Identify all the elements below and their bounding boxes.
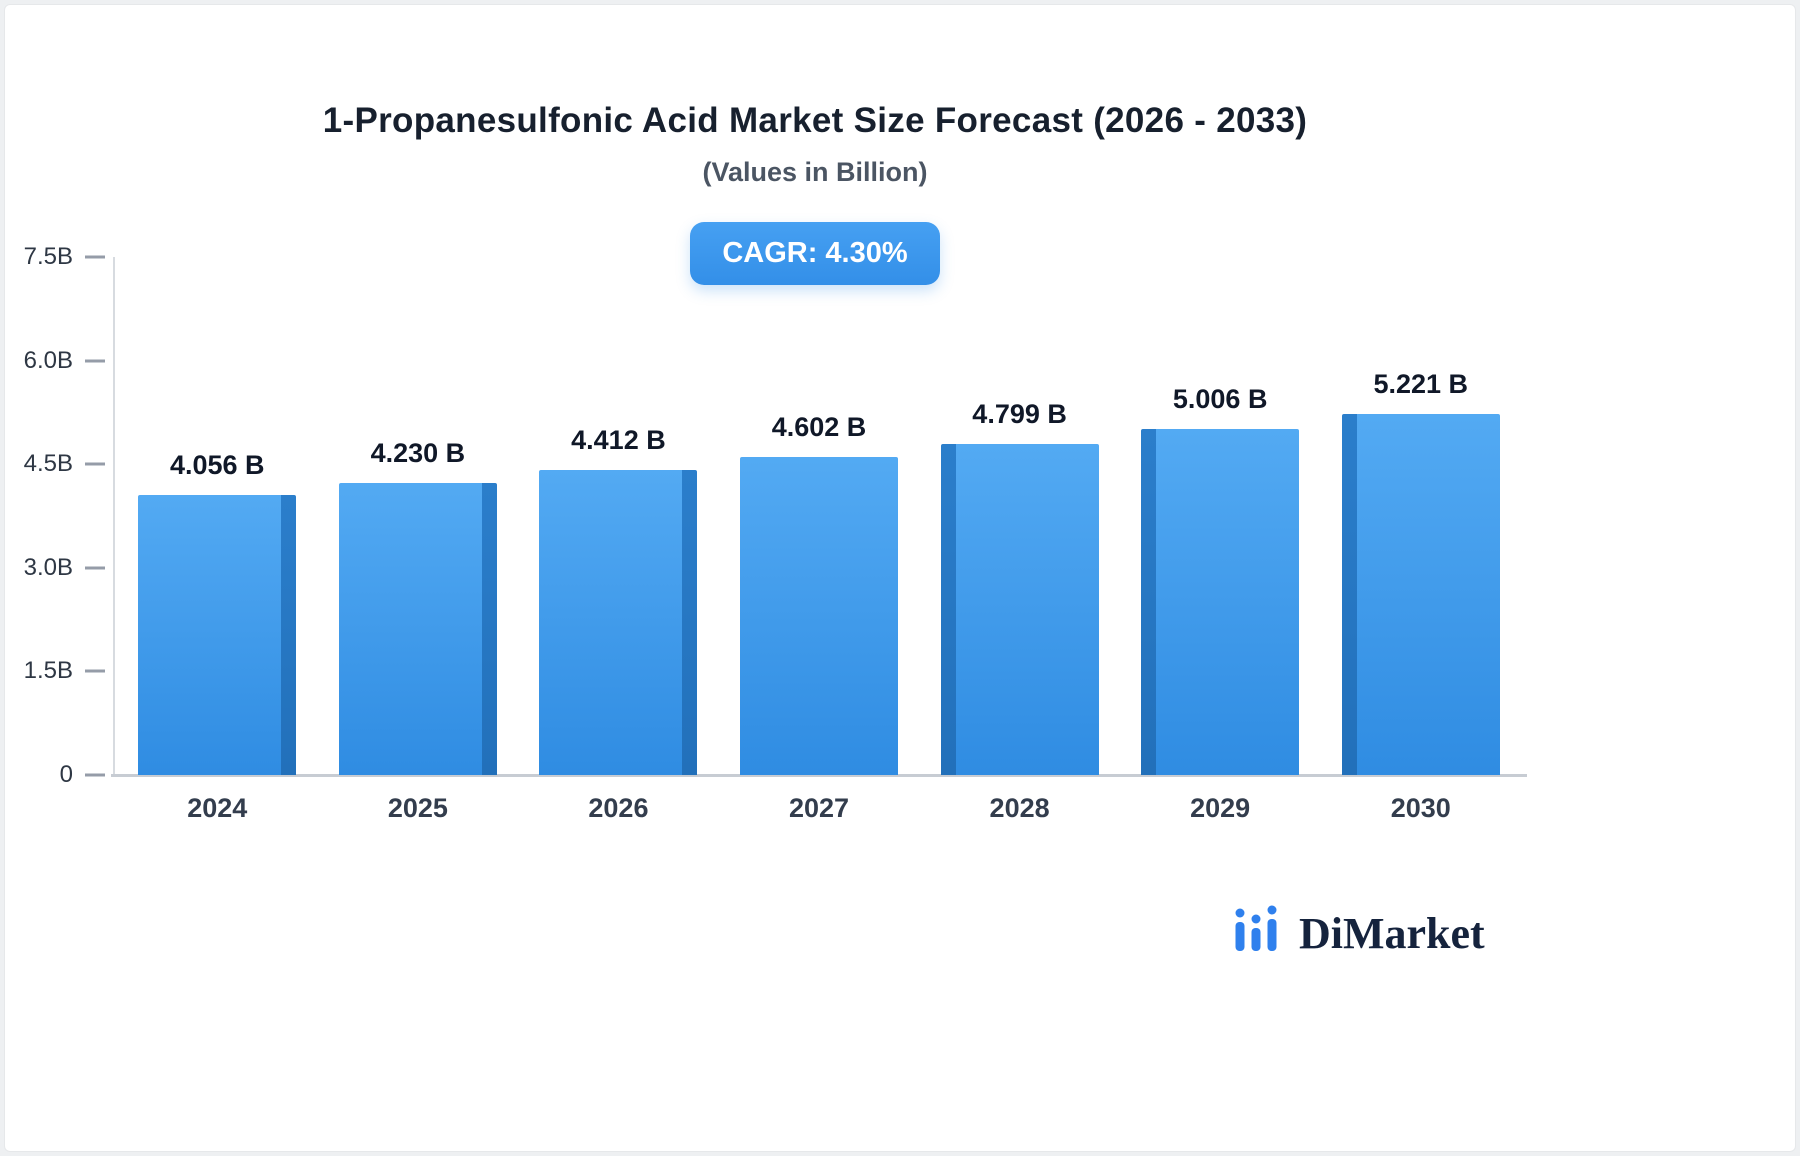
bar-3d-side xyxy=(682,470,698,775)
chart-subtitle: (Values in Billion) xyxy=(702,157,928,187)
cagr-badge: CAGR: 4.30% xyxy=(690,222,940,285)
bar-slot: 4.412 B 2026 xyxy=(518,257,719,823)
chart-header: 1-Propanesulfonic Acid Market Size Forec… xyxy=(5,5,1625,285)
bar xyxy=(940,444,1099,775)
bar-face xyxy=(138,495,282,775)
x-axis-label: 2030 xyxy=(1390,793,1451,823)
y-tick-mark xyxy=(85,359,105,363)
bar-3d-side xyxy=(940,444,956,775)
y-axis-line xyxy=(113,257,115,775)
x-axis-label: 2026 xyxy=(588,793,649,823)
bar-value-label: 5.006 B xyxy=(1172,384,1268,414)
bar-slot: 4.602 B 2027 xyxy=(719,257,920,823)
bar-face xyxy=(1356,414,1500,775)
bar-3d-side xyxy=(281,495,297,775)
bar-face xyxy=(338,483,482,775)
bar-slot: 5.221 B 2030 xyxy=(1320,257,1521,823)
y-tick-mark xyxy=(85,669,105,673)
bar-face xyxy=(1156,429,1300,775)
bar-value-label: 4.602 B xyxy=(771,412,867,442)
bar-value-label: 4.412 B xyxy=(571,425,666,455)
x-axis-label: 2025 xyxy=(387,793,448,823)
y-tick-label: 1.5B xyxy=(23,657,73,685)
y-tick-label: 6.0B xyxy=(23,346,73,374)
bar xyxy=(138,495,297,775)
bar-value-label: 4.230 B xyxy=(370,438,466,468)
y-tick-label: 4.5B xyxy=(23,450,73,478)
bar-3d-side xyxy=(1341,414,1357,775)
bar-3d-side xyxy=(481,483,497,775)
x-axis-label: 2029 xyxy=(1190,793,1251,823)
bar-chart-logo-icon xyxy=(1233,903,1285,956)
brand-logo: DiMarket xyxy=(1233,903,1485,956)
bar-face xyxy=(955,444,1099,775)
bars-container: 4.056 B 2024 4.230 B 2025 4.412 B 2026 4.602 B… xyxy=(117,257,1521,823)
x-axis-label: 2028 xyxy=(989,793,1050,823)
y-tick-label: 7.5B xyxy=(23,243,73,270)
x-axis-label: 2024 xyxy=(187,793,248,823)
y-tick-mark xyxy=(85,255,105,259)
bar-slot: 4.230 B 2025 xyxy=(318,257,519,823)
brand-name: DiMarket xyxy=(1299,909,1485,958)
bar-3d-side xyxy=(1141,429,1157,775)
x-axis-label: 2027 xyxy=(788,793,850,823)
y-tick-mark xyxy=(85,566,105,570)
x-axis-line xyxy=(111,774,1527,777)
bar-value-label: 4.799 B xyxy=(972,399,1067,429)
y-tick-label: 0 xyxy=(59,761,73,788)
chart-canvas: 1-Propanesulfonic Acid Market Size Forec… xyxy=(4,4,1796,1152)
bar xyxy=(539,470,698,775)
plot-area: 4.056 B 2024 4.230 B 2025 4.412 B 2026 4.602 B… xyxy=(24,243,1527,823)
bar xyxy=(1341,414,1500,775)
bar xyxy=(740,457,899,775)
bar-face xyxy=(539,470,683,775)
bar-face xyxy=(740,457,899,775)
bar-value-label: 4.056 B xyxy=(169,450,265,480)
bar-value-label: 5.221 B xyxy=(1373,369,1469,399)
y-tick-mark xyxy=(85,462,105,466)
y-tick-mark xyxy=(85,773,105,777)
bar-slot: 4.799 B 2028 xyxy=(919,257,1120,823)
chart-title: 1-Propanesulfonic Acid Market Size Forec… xyxy=(322,101,1308,140)
bar xyxy=(338,483,497,775)
y-tick-label: 3.0B xyxy=(23,553,73,581)
bar-slot: 4.056 B 2024 xyxy=(117,257,318,823)
bar xyxy=(1141,429,1300,775)
bar-slot: 5.006 B 2029 xyxy=(1120,257,1321,823)
